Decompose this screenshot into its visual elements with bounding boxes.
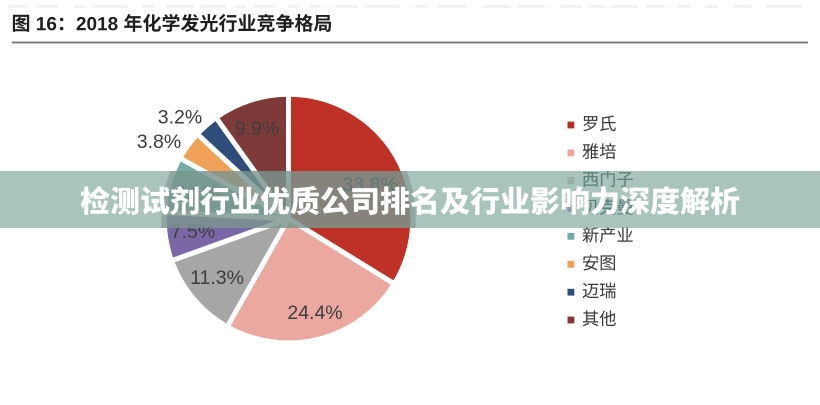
svg-text:9.9%: 9.9% [235,118,279,140]
svg-text:11.3%: 11.3% [190,267,244,289]
svg-text:3.8%: 3.8% [137,131,181,153]
svg-text:24.4%: 24.4% [287,302,342,324]
svg-text:3.2%: 3.2% [158,106,202,128]
